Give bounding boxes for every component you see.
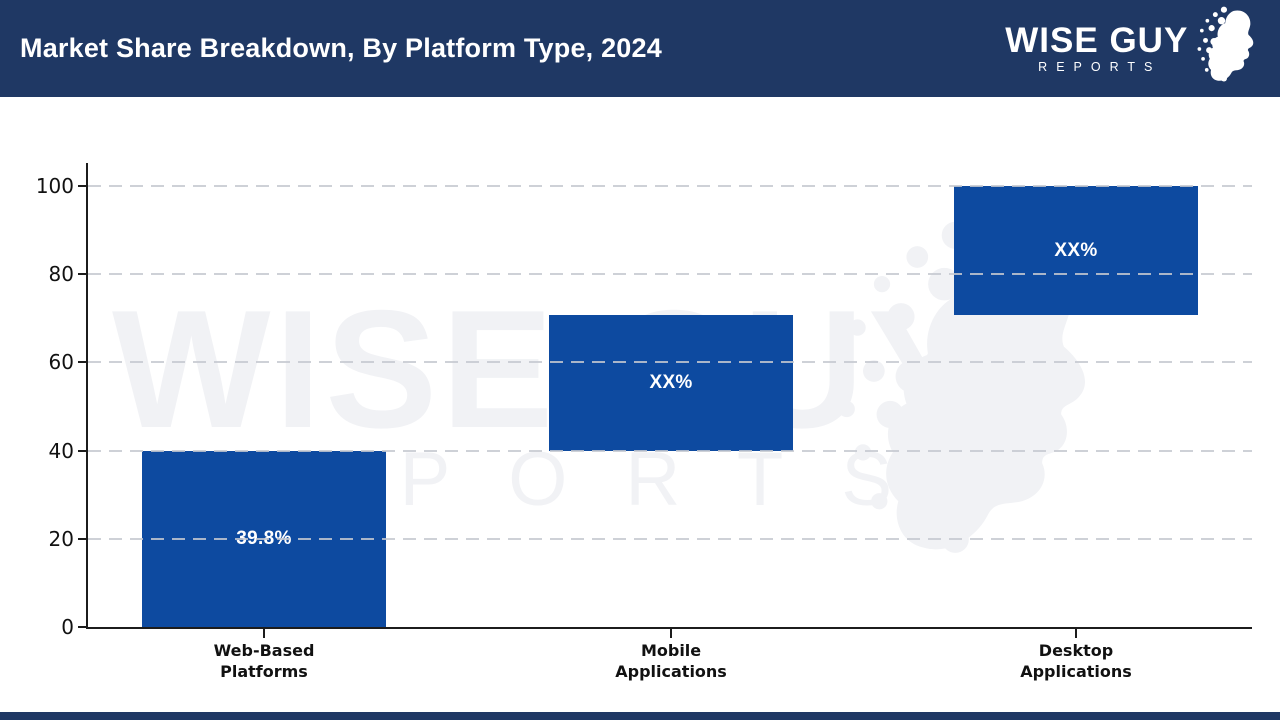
bar-value-label: XX% <box>1054 239 1098 261</box>
gridline-40 <box>88 449 1252 452</box>
y-tick-label-100: 100 <box>35 174 74 198</box>
gridline-60 <box>88 361 1252 364</box>
x-category-label-line: Applications <box>615 662 727 681</box>
logo-wordmark: WISE GUY <box>1005 21 1189 61</box>
y-tick-0 <box>78 626 86 628</box>
gridline-80 <box>88 273 1252 276</box>
footer-band <box>0 712 1280 720</box>
x-category-label-line: Mobile <box>640 641 702 660</box>
bar-value-label: XX% <box>649 372 693 394</box>
header-band: Market Share Breakdown, By Platform Type… <box>0 0 1280 97</box>
y-tick-40 <box>78 449 86 452</box>
bar-desktop-applications: XX% <box>954 186 1198 316</box>
gridline-100 <box>88 185 1252 187</box>
y-tick-label-0: 0 <box>61 615 74 639</box>
gridline-20 <box>88 537 1252 540</box>
y-tick-label-20: 20 <box>48 526 74 551</box>
x-tick-2 <box>1075 629 1077 638</box>
x-tick-1 <box>670 629 673 638</box>
y-tick-20 <box>78 537 86 540</box>
y-tick-label-40: 40 <box>48 438 74 463</box>
x-category-label-line: Applications <box>1020 662 1132 681</box>
x-category-label: Desktop Applications <box>966 640 1186 682</box>
wise-guy-head-icon <box>1197 6 1254 82</box>
chart-title: Market Share Breakdown, By Platform Type… <box>20 33 662 63</box>
x-category-label-line: Desktop <box>1038 641 1114 660</box>
x-category-label-line: Platforms <box>220 662 308 681</box>
x-category-label: Mobile Applications <box>561 640 781 682</box>
y-tick-80 <box>78 273 86 276</box>
y-axis-line <box>86 163 88 629</box>
y-tick-60 <box>78 361 86 364</box>
x-axis-line <box>86 627 1252 629</box>
bar-mobile-applications: XX% <box>549 315 794 452</box>
x-category-label: Web-Based Platforms <box>154 640 374 682</box>
y-tick-label-60: 60 <box>48 350 74 375</box>
wise-guy-reports-logo: WISE GUY REPORTS <box>1005 6 1266 92</box>
watermark-wordmark: WISE GUY <box>112 275 985 463</box>
x-category-label-line: Web-Based <box>213 641 315 660</box>
x-tick-0 <box>262 629 265 638</box>
y-tick-100 <box>78 185 86 187</box>
logo-subtext: REPORTS <box>1038 60 1162 75</box>
y-tick-label-80: 80 <box>48 262 74 287</box>
